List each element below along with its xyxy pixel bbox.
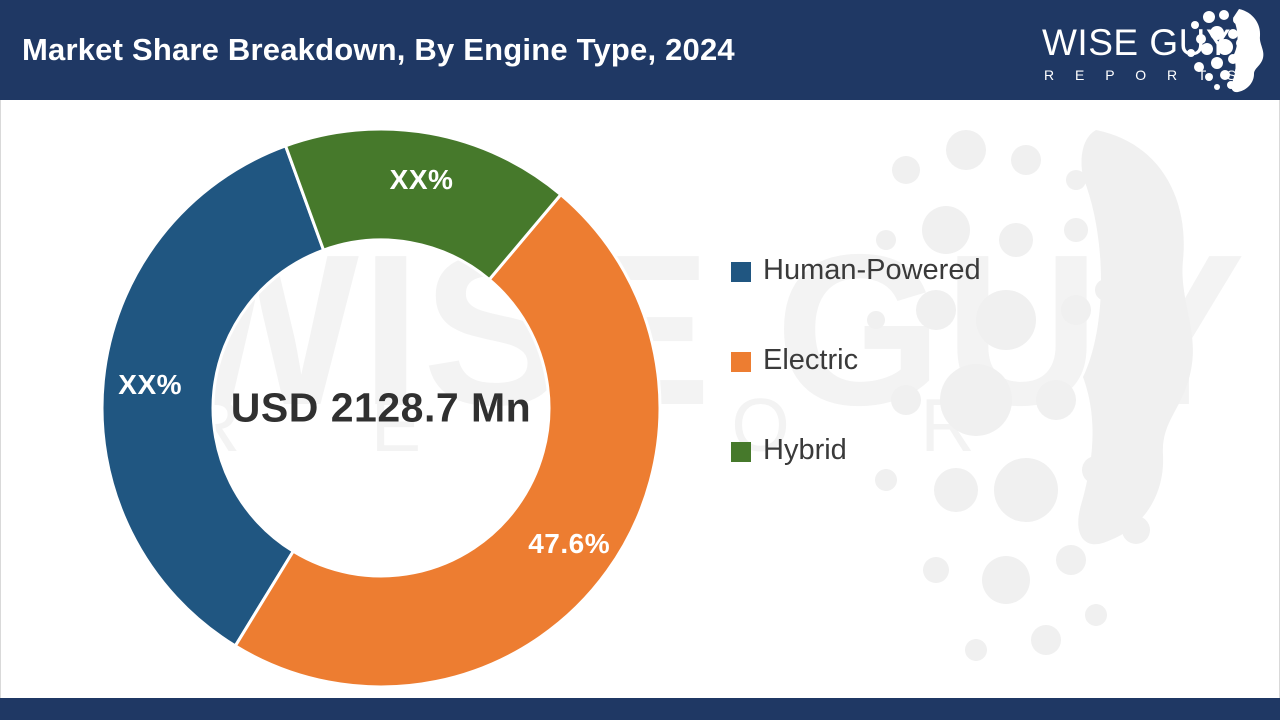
watermark-face-dots-icon [867, 130, 1193, 661]
donut-chart [100, 127, 662, 689]
slice-percent-label-electric: 47.6% [528, 527, 611, 559]
legend-item-electric: Electric [731, 344, 858, 377]
legend-swatch-hybrid [731, 441, 751, 462]
chart-area: WISE GUY R E P O R T S USD 2128.7 Mn Hum… [0, 100, 1280, 698]
legend-label-electric: Electric [763, 344, 859, 376]
center-value-label: USD 2128.7 Mn [230, 384, 532, 431]
donut-slice-hybrid [284, 127, 563, 282]
header-bar: Market Share Breakdown, By Engine Type, … [0, 0, 1280, 100]
legend-label-human-powered: Human-Powered [763, 254, 981, 286]
legend-item-hybrid: Hybrid [731, 434, 847, 467]
slice-percent-label-hybrid: XX% [389, 163, 454, 195]
logo-face-dots-icon [1187, 9, 1264, 93]
page-title: Market Share Breakdown, By Engine Type, … [22, 32, 735, 67]
legend-item-human-powered: Human-Powered [731, 254, 981, 287]
logo-subtitle: R E P O R T S [1044, 67, 1245, 83]
slice-percent-label-human-powered: XX% [118, 368, 183, 400]
donut-slice-human-powered [100, 144, 326, 648]
legend-label-hybrid: Hybrid [763, 434, 847, 466]
footer-bar [0, 698, 1280, 720]
legend-swatch-human-powered [731, 261, 751, 282]
legend-swatch-electric [731, 351, 751, 372]
donut-slice-electric [233, 193, 662, 689]
